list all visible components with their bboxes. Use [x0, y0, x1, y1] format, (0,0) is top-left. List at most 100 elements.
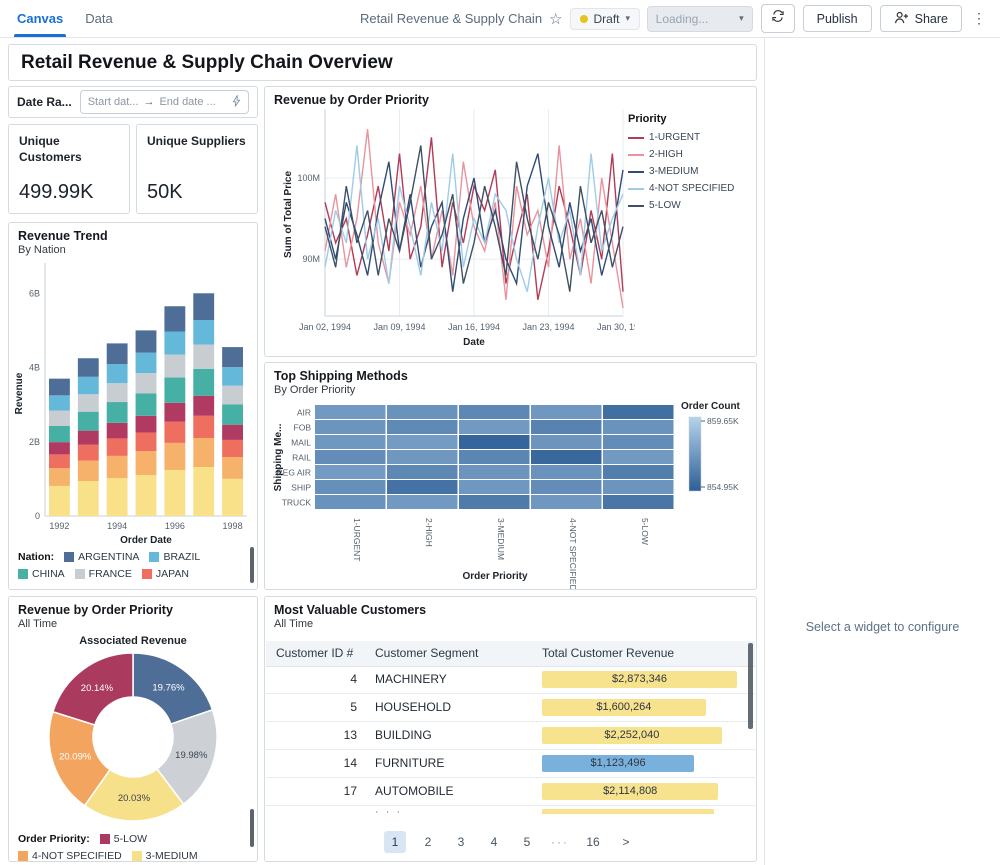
topbar: Canvas Data Retail Revenue & Supply Chai…: [0, 0, 1000, 38]
legend-item: 1-URGENT: [628, 132, 752, 143]
table-row: 14 FURNITURE $1,123,496: [266, 750, 755, 778]
customer-segment-cell: BUILDING: [375, 728, 432, 742]
svg-text:SHIP: SHIP: [291, 483, 311, 493]
revenue-data-bar: [542, 809, 714, 814]
revenue-by-priority-donut-widget[interactable]: Revenue by Order Priority All Time Assoc…: [8, 596, 258, 862]
widget-title: Top Shipping Methods: [274, 369, 408, 383]
customer-segment-cell: MACHINERY: [375, 672, 447, 686]
draft-status-dot-icon: [579, 14, 588, 23]
legend-title: Order Priority:: [18, 833, 90, 845]
table-row: 4 MACHINERY $2,873,346: [266, 666, 755, 694]
share-label: Share: [914, 11, 948, 26]
widget-subtitle: By Nation: [18, 244, 66, 256]
svg-text:90M: 90M: [302, 254, 320, 264]
page-title-widget[interactable]: Retail Revenue & Supply Chain Overview: [8, 44, 757, 81]
pagination-page[interactable]: 3: [457, 835, 465, 849]
svg-text:Order Count: Order Count: [681, 401, 741, 412]
legend-scrollbar[interactable]: [250, 809, 254, 847]
formula-bolt-icon: [232, 93, 241, 110]
version-status-dropdown[interactable]: Draft ▾: [569, 7, 641, 30]
legend-item: 2-HIGH: [628, 149, 752, 160]
pagination-page[interactable]: 2: [424, 835, 432, 849]
svg-text:20.14%: 20.14%: [81, 683, 114, 694]
legend-swatch-icon: [131, 851, 142, 861]
kpi-unique-customers[interactable]: Unique Customers 499.99K: [8, 124, 130, 214]
arrow-right-icon: →: [143, 96, 155, 108]
table-pagination: 1 2 3 4 5 ··· 16 >: [265, 831, 756, 853]
publish-button[interactable]: Publish: [802, 5, 872, 32]
tab-data[interactable]: Data: [85, 11, 113, 26]
legend-swatch-icon: [149, 552, 160, 562]
svg-text:1992: 1992: [49, 521, 69, 531]
legend-item: 4-NOT SPECIFIED: [628, 183, 752, 194]
customer-segment-cell: HOUSEHOLD: [375, 700, 452, 714]
pagination-page[interactable]: 1: [384, 831, 406, 853]
loading-select[interactable]: Loading... ▾: [646, 5, 753, 32]
kpi-label: Unique Suppliers: [147, 134, 246, 148]
svg-text:19.76%: 19.76%: [152, 682, 185, 693]
dashboard-canvas: Retail Revenue & Supply Chain Overview D…: [0, 37, 765, 865]
date-filter-label: Date Ra...: [17, 95, 72, 109]
pagination-page[interactable]: 4: [490, 835, 498, 849]
date-range-input[interactable]: Start dat... → End date ...: [79, 90, 249, 114]
legend-swatch-icon: [141, 569, 152, 579]
legend-title: Nation:: [18, 551, 55, 563]
widget-subtitle: All Time: [274, 618, 314, 630]
pagination-page[interactable]: 16: [586, 835, 600, 849]
legend-item: 4-NOT SPECIFIED: [18, 850, 122, 862]
widget-title: Revenue by Order Priority: [18, 603, 173, 617]
status-label: Draft: [593, 11, 620, 26]
svg-text:1998: 1998: [223, 521, 243, 531]
nation-legend: Nation: ARGENTINA BRAZIL CHINA FRANCE JAPAN: [18, 551, 245, 580]
svg-text:19.98%: 19.98%: [175, 750, 208, 761]
svg-text:Date: Date: [463, 337, 485, 348]
refresh-button[interactable]: [760, 4, 795, 33]
svg-text:859.65K: 859.65K: [707, 416, 739, 426]
customer-id-cell: 4: [350, 672, 357, 686]
share-button[interactable]: Share: [879, 5, 962, 32]
revenue-cell: $2,114,808: [536, 778, 755, 805]
pagination-next-button[interactable]: >: [622, 835, 630, 849]
kpi-unique-suppliers[interactable]: Unique Suppliers 50K: [136, 124, 258, 214]
kpi-value: 499.99K: [19, 181, 94, 203]
legend-title: Priority: [628, 113, 667, 125]
svg-text:1994: 1994: [107, 521, 127, 531]
revenue-cell: $1,600,264: [536, 694, 755, 721]
date-range-filter-widget[interactable]: Date Ra... Start dat... → End date ...: [8, 86, 258, 118]
svg-text:1996: 1996: [165, 521, 185, 531]
svg-text:Order Date: Order Date: [120, 535, 172, 546]
more-options-icon[interactable]: ⋮: [972, 10, 986, 26]
most-valuable-customers-widget[interactable]: Most Valuable Customers All Time Custome…: [264, 596, 757, 862]
svg-text:0: 0: [35, 511, 40, 521]
revenue-by-priority-line-widget[interactable]: Revenue by Order Priority 90M 100M Jan 02,…: [264, 86, 757, 357]
svg-text:AIR: AIR: [297, 408, 311, 418]
column-header: Customer Segment: [375, 646, 479, 660]
start-date-placeholder: Start dat...: [87, 96, 139, 108]
favorite-star-icon[interactable]: ☆: [549, 10, 563, 28]
legend-swatch-icon: [18, 569, 28, 579]
share-user-icon: [894, 11, 909, 27]
legend-line-swatch-icon: [628, 136, 644, 139]
legend-swatch-icon: [99, 834, 110, 844]
chevron-down-icon: ▾: [739, 13, 744, 23]
legend-item: FRANCE: [74, 568, 132, 580]
pagination-ellipsis: ···: [551, 835, 569, 849]
table-scrollbar[interactable]: [748, 643, 753, 729]
legend-scrollbar[interactable]: [250, 547, 254, 583]
tab-canvas[interactable]: Canvas: [6, 0, 74, 37]
table-body: 4 MACHINERY $2,873,346 5 HOUSEHOLD $1,600,264…: [266, 666, 755, 814]
top-shipping-methods-widget[interactable]: Top Shipping Methods By Order Priority A…: [264, 362, 757, 590]
document-title: Retail Revenue & Supply Chain: [359, 11, 543, 26]
table-row: 13 BUILDING $2,252,040: [266, 722, 755, 750]
revenue-trend-widget[interactable]: Revenue Trend By Nation 0 2B 4B 6B Revenue 19…: [8, 222, 258, 590]
svg-text:Jan 30, 1994: Jan 30, 1994: [597, 322, 635, 332]
pagination-page[interactable]: 5: [523, 835, 531, 849]
widget-title: Revenue Trend: [18, 229, 108, 243]
donut-chart: 19.76% 19.98% 20.03% 20.09% 20.14%: [48, 652, 218, 822]
svg-text:854.95K: 854.95K: [707, 482, 739, 492]
revenue-cell: $1,123,496: [536, 750, 755, 777]
legend-line-swatch-icon: [628, 187, 644, 190]
page-title: Retail Revenue & Supply Chain Overview: [21, 51, 393, 73]
svg-text:Jan 23, 1994: Jan 23, 1994: [522, 322, 574, 332]
legend-item: 3-MEDIUM: [131, 850, 198, 862]
